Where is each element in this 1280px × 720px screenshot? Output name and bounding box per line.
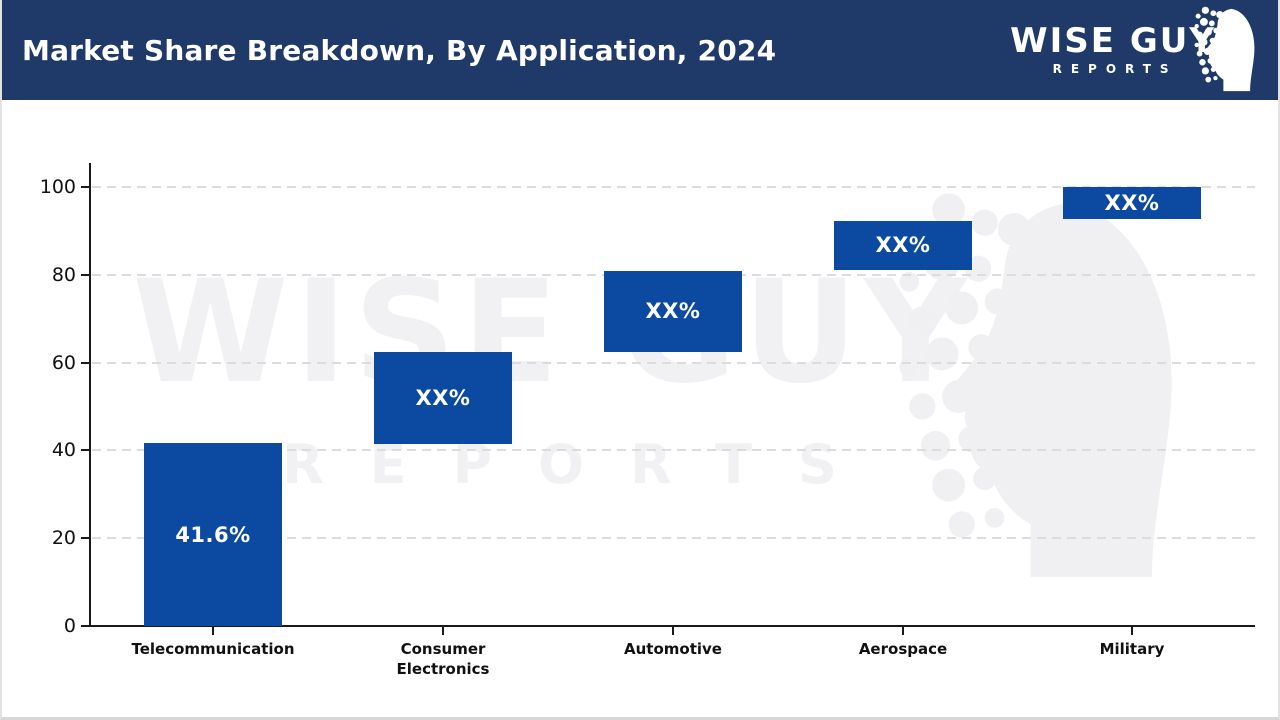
brand-subtitle: REPORTS <box>1052 62 1178 76</box>
y-tick-label: 40 <box>51 439 76 462</box>
y-tick-mark <box>81 537 90 540</box>
y-gridline <box>92 361 1255 364</box>
y-tick-label: 20 <box>51 527 76 550</box>
bar-value-label: XX% <box>645 299 701 324</box>
x-tick-label: Automotive <box>624 640 722 658</box>
y-tick-mark <box>81 449 90 452</box>
y-gridline <box>92 537 1255 540</box>
y-tick-label: 60 <box>51 351 76 374</box>
report-header: Market Share Breakdown, By Application, … <box>2 0 1278 100</box>
bar-segment: XX% <box>1063 187 1201 220</box>
y-tick-mark <box>81 273 90 276</box>
y-gridline <box>92 186 1255 188</box>
y-tick-label: 80 <box>51 263 76 286</box>
x-tick-mark <box>672 627 674 635</box>
bar-segment: XX% <box>604 270 742 352</box>
y-gridline <box>92 449 1255 452</box>
y-tick-label: 100 <box>39 176 76 198</box>
y-axis-line <box>88 163 91 627</box>
x-tick-mark <box>1131 627 1133 635</box>
y-tick-mark <box>81 625 90 627</box>
bar-segment: XX% <box>374 352 512 444</box>
bar-segment: XX% <box>834 220 972 270</box>
logo-head-icon <box>1194 6 1255 92</box>
x-tick-mark <box>902 627 904 635</box>
x-tick-label: Consumer Electronics <box>396 640 490 679</box>
y-tick-label: 0 <box>63 615 76 637</box>
x-tick-label: Telecommunication <box>131 640 295 658</box>
x-axis-line <box>88 624 1255 628</box>
x-tick-label: Military <box>1099 640 1165 658</box>
bar-value-label: XX% <box>875 233 931 258</box>
brand-logo: WISE GUY REPORTS <box>1010 6 1264 94</box>
page-title: Market Share Breakdown, By Application, … <box>22 33 777 67</box>
x-tick-mark <box>212 627 214 635</box>
x-tick-label: Aerospace <box>858 640 948 658</box>
x-tick-mark <box>442 627 444 635</box>
brand-name: WISE GUY <box>1010 21 1216 61</box>
bar-value-label: XX% <box>1104 191 1160 216</box>
bar-segment: 41.6% <box>144 443 282 626</box>
y-tick-mark <box>81 186 90 188</box>
brand-logo-text: WISE GUY REPORTS <box>1010 24 1216 76</box>
y-tick-mark <box>81 361 90 364</box>
bar-value-label: 41.6% <box>175 522 251 547</box>
bar-value-label: XX% <box>415 385 471 410</box>
